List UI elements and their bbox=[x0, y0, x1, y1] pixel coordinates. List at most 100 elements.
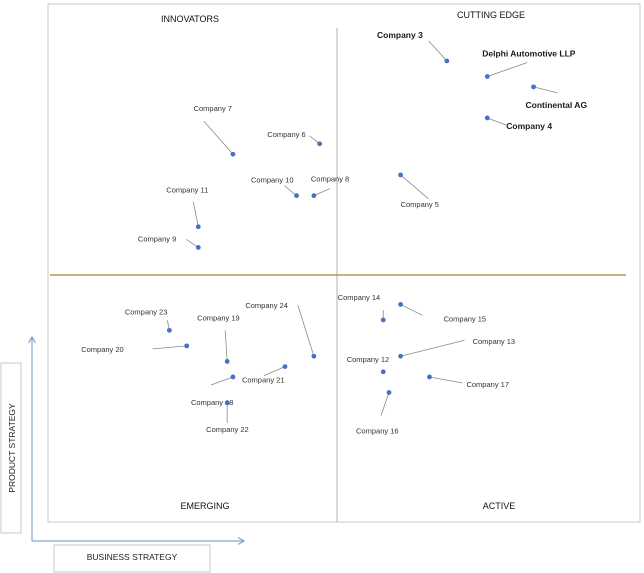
quadrant-label-active: ACTIVE bbox=[483, 501, 516, 511]
y-axis-label: PRODUCT STRATEGY bbox=[7, 403, 17, 493]
data-point-company-21 bbox=[282, 364, 288, 369]
data-point-company-23 bbox=[166, 327, 172, 333]
point-label-company-16: Company 16 bbox=[356, 427, 399, 436]
leader-line-company-19 bbox=[224, 330, 228, 362]
point-group-company-15: Company 15 bbox=[398, 302, 486, 323]
data-point-company-6 bbox=[317, 141, 323, 147]
leader-line-company-16 bbox=[380, 392, 390, 416]
point-label-company-22: Company 22 bbox=[206, 425, 249, 434]
data-point-company-15 bbox=[398, 302, 403, 307]
leader-line-continental-ag bbox=[533, 86, 558, 94]
point-group-company-18: Company 18 bbox=[191, 374, 236, 407]
point-group-company-11: Company 11 bbox=[166, 186, 208, 230]
leader-line-company-5 bbox=[400, 174, 429, 200]
point-group-company-10: Company 10 bbox=[251, 176, 299, 199]
data-point-company-18 bbox=[230, 374, 236, 380]
point-label-company-23: Company 23 bbox=[125, 307, 168, 316]
point-group-company-20: Company 20 bbox=[81, 343, 190, 354]
point-group-company-13: Company 13 bbox=[398, 337, 516, 359]
leader-line-company-4 bbox=[487, 117, 507, 126]
point-label-company-12: Company 12 bbox=[347, 355, 390, 364]
data-point-company-3 bbox=[444, 58, 450, 64]
point-label-continental-ag: Continental AG bbox=[526, 100, 588, 110]
data-point-company-12 bbox=[380, 369, 386, 375]
point-group-company-21: Company 21 bbox=[242, 364, 288, 385]
x-axis-label: BUSINESS STRATEGY bbox=[87, 552, 178, 562]
axis-arrows bbox=[28, 336, 245, 545]
point-group-company-6: Company 6 bbox=[267, 130, 323, 147]
plot-frame bbox=[47, 3, 641, 523]
point-label-company-8: Company 8 bbox=[311, 175, 349, 184]
data-point-continental-ag bbox=[531, 84, 536, 90]
point-group-delphi-automotive-llp: Delphi Automotive LLP bbox=[482, 49, 576, 79]
point-group-company-14: Company 14 bbox=[338, 293, 386, 323]
data-point-company-24 bbox=[311, 353, 317, 359]
y-axis-arrowhead bbox=[28, 336, 36, 344]
point-label-company-11: Company 11 bbox=[166, 186, 208, 195]
point-label-company-4: Company 4 bbox=[506, 121, 552, 131]
leader-line-company-20 bbox=[152, 345, 187, 350]
leader-line-company-15 bbox=[400, 304, 423, 316]
point-group-company-24: Company 24 bbox=[245, 301, 317, 359]
leader-line-company-9 bbox=[186, 239, 199, 248]
point-label-company-6: Company 6 bbox=[267, 130, 305, 139]
quadrant-label-emerging: EMERGING bbox=[180, 501, 229, 511]
data-point-company-22 bbox=[224, 400, 230, 406]
point-group-company-19: Company 19 bbox=[197, 313, 240, 364]
data-point-company-14 bbox=[380, 317, 386, 323]
point-group-company-9: Company 9 bbox=[138, 234, 201, 250]
data-point-company-11 bbox=[195, 224, 201, 230]
points-layer: Company 3 Delphi Automotive LLP Continenta… bbox=[81, 30, 587, 436]
leader-line-company-7 bbox=[203, 120, 234, 155]
point-group-continental-ag: Continental AG bbox=[526, 84, 588, 110]
point-label-company-18: Company 18 bbox=[191, 398, 234, 407]
leader-line-company-17 bbox=[429, 376, 463, 384]
data-point-company-4 bbox=[484, 115, 490, 121]
data-point-company-19 bbox=[224, 359, 230, 364]
point-label-company-14: Company 14 bbox=[338, 293, 381, 302]
point-group-company-23: Company 23 bbox=[125, 307, 172, 333]
x-axis-arrowhead bbox=[237, 537, 245, 545]
leader-line-company-3 bbox=[428, 40, 448, 62]
point-group-company-4: Company 4 bbox=[484, 115, 552, 131]
point-group-company-3: Company 3 bbox=[377, 30, 450, 64]
point-label-company-17: Company 17 bbox=[466, 380, 509, 389]
data-point-company-9 bbox=[195, 245, 201, 250]
point-label-company-9: Company 9 bbox=[138, 234, 176, 243]
point-label-company-19: Company 19 bbox=[197, 313, 240, 322]
data-point-company-17 bbox=[427, 374, 432, 380]
point-label-delphi-automotive-llp: Delphi Automotive LLP bbox=[482, 49, 576, 59]
point-group-company-22: Company 22 bbox=[206, 400, 249, 434]
data-point-company-10 bbox=[294, 193, 299, 199]
point-group-company-17: Company 17 bbox=[427, 374, 509, 389]
data-point-company-5 bbox=[398, 172, 403, 178]
point-label-company-13: Company 13 bbox=[473, 337, 516, 346]
point-label-company-15: Company 15 bbox=[444, 314, 487, 323]
x-axis-label-box bbox=[53, 544, 211, 573]
leader-line-company-8 bbox=[313, 188, 331, 197]
leader-line-company-13 bbox=[400, 339, 465, 357]
data-point-company-20 bbox=[184, 343, 190, 349]
point-group-company-12: Company 12 bbox=[347, 355, 390, 375]
quadrant-label-innovators: INNOVATORS bbox=[161, 14, 219, 24]
point-group-company-5: Company 5 bbox=[398, 172, 439, 209]
point-group-company-7: Company 7 bbox=[194, 104, 236, 157]
leader-line-delphi-automotive-llp bbox=[487, 62, 528, 77]
y-axis-label-box bbox=[0, 362, 22, 534]
point-label-company-3: Company 3 bbox=[377, 30, 423, 40]
data-point-delphi-automotive-llp bbox=[484, 74, 490, 79]
leader-line-company-18 bbox=[210, 376, 234, 386]
data-point-company-16 bbox=[386, 390, 392, 395]
leader-line-company-24 bbox=[297, 305, 315, 357]
data-point-company-7 bbox=[230, 151, 236, 157]
data-point-company-13 bbox=[398, 353, 403, 359]
point-label-company-24: Company 24 bbox=[245, 301, 288, 310]
point-group-company-8: Company 8 bbox=[311, 175, 349, 199]
data-point-company-8 bbox=[311, 193, 317, 199]
leader-line-company-10 bbox=[284, 185, 297, 196]
point-label-company-7: Company 7 bbox=[194, 104, 232, 113]
point-label-company-21: Company 21 bbox=[242, 376, 285, 385]
leader-line-company-21 bbox=[263, 366, 286, 376]
quadrant-label-cutting-edge: CUTTING EDGE bbox=[457, 10, 525, 20]
